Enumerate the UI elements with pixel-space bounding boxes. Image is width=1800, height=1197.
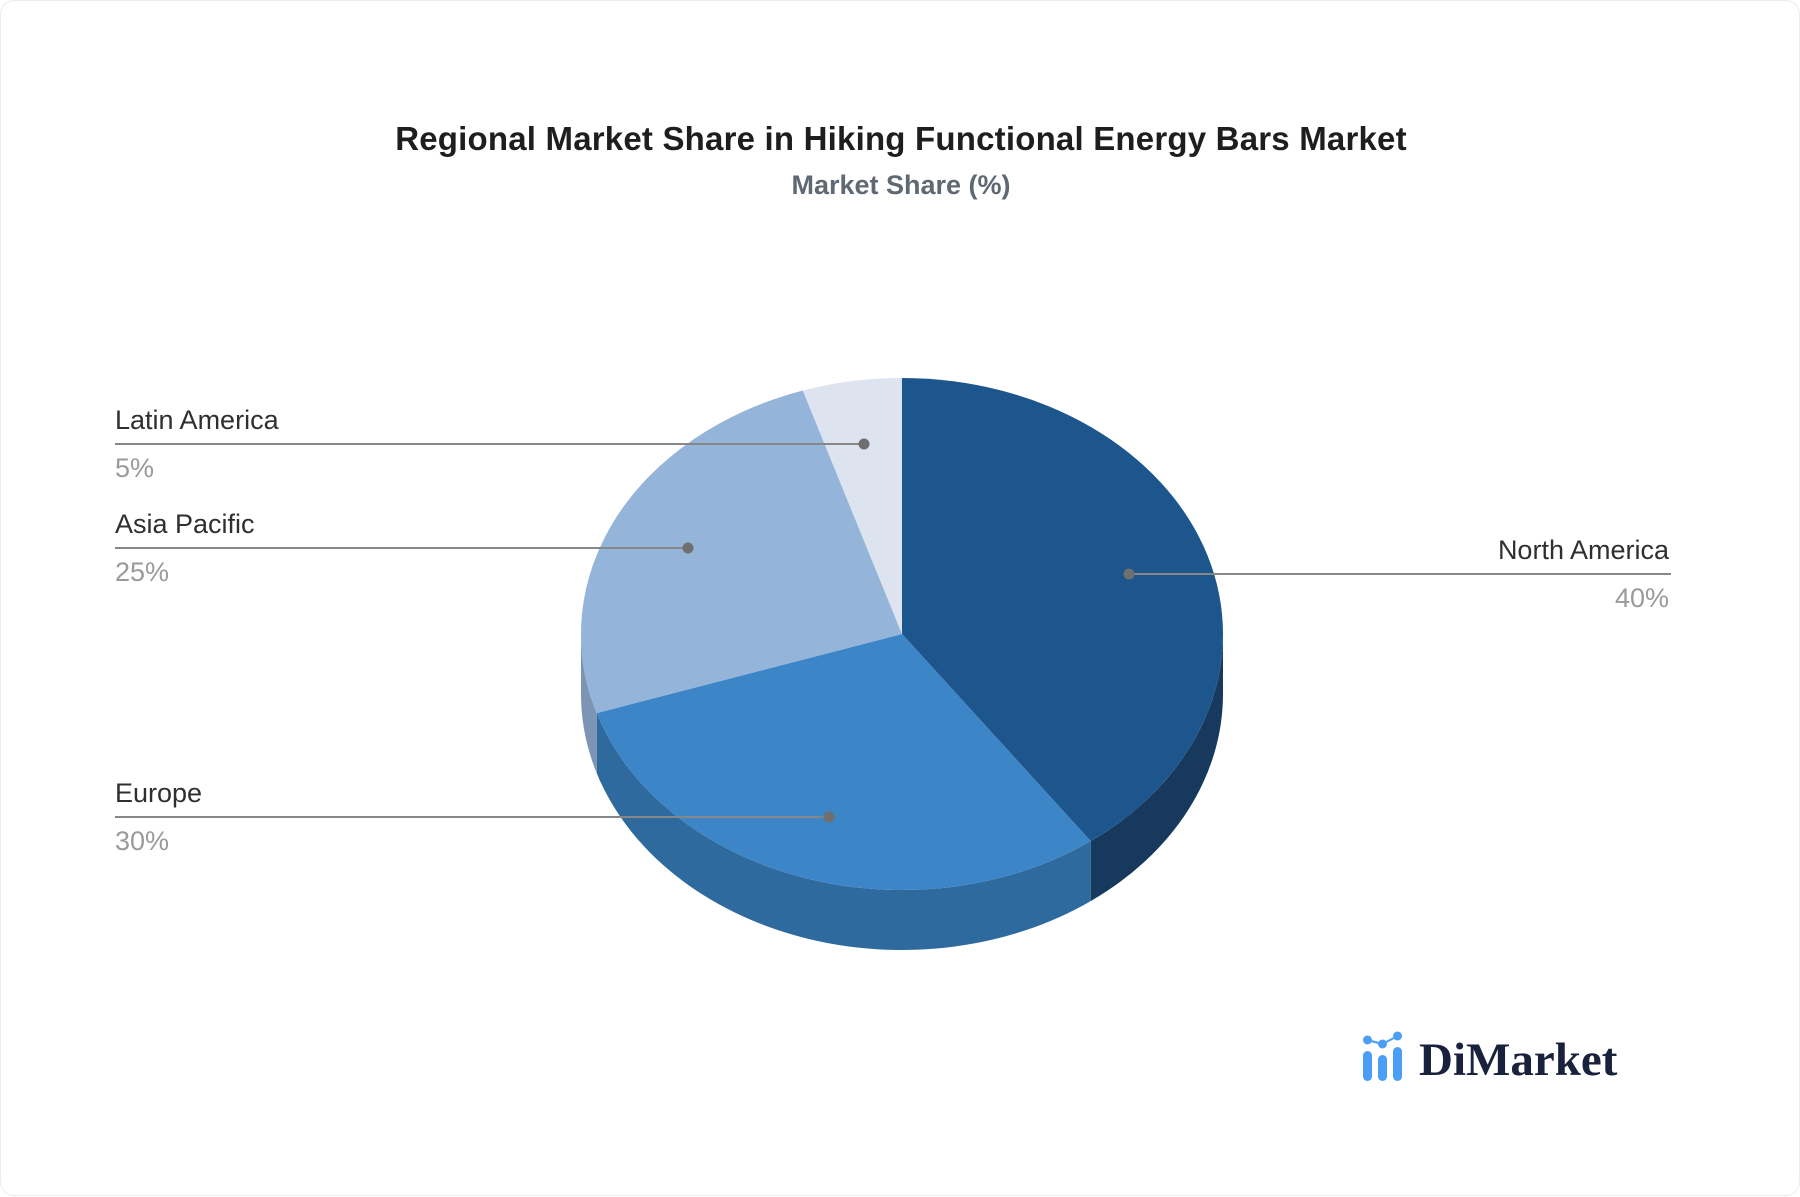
chart-title: Regional Market Share in Hiking Function…	[395, 120, 1407, 157]
leader-dot-latin-america	[858, 438, 870, 450]
leader-dot-europe	[823, 811, 835, 823]
pie-slice-latin-america[interactable]	[802, 378, 902, 634]
bar-chart-icon	[1363, 1031, 1402, 1081]
slice-value-north-america: 40%	[1614, 583, 1669, 613]
pie-depth-asia-pacific	[581, 634, 597, 774]
pie-slice-asia-pacific[interactable]	[581, 390, 902, 714]
pie-slice-europe[interactable]	[596, 634, 1091, 890]
chart-subtitle: Market Share (%)	[791, 170, 1011, 200]
leader-dot-north-america	[1123, 568, 1135, 580]
slice-value-latin-america: 5%	[115, 453, 155, 483]
slice-label-europe: Europe	[115, 778, 203, 808]
slice-label-north-america: North America	[1497, 535, 1669, 565]
slice-label-asia-pacific: Asia Pacific	[115, 509, 255, 539]
brand-logo: DiMarket	[1361, 1031, 1617, 1085]
leader-dot-asia-pacific	[682, 542, 694, 554]
slice-label-latin-america: Latin America	[115, 405, 279, 435]
pie-depth-north-america	[1090, 634, 1223, 902]
pie-depth-europe	[596, 713, 1091, 950]
brand-name: DiMarket	[1419, 1034, 1618, 1086]
slice-value-europe: 30%	[115, 826, 170, 856]
pie-slice-north-america[interactable]	[902, 378, 1223, 842]
slice-value-asia-pacific: 25%	[115, 557, 170, 587]
